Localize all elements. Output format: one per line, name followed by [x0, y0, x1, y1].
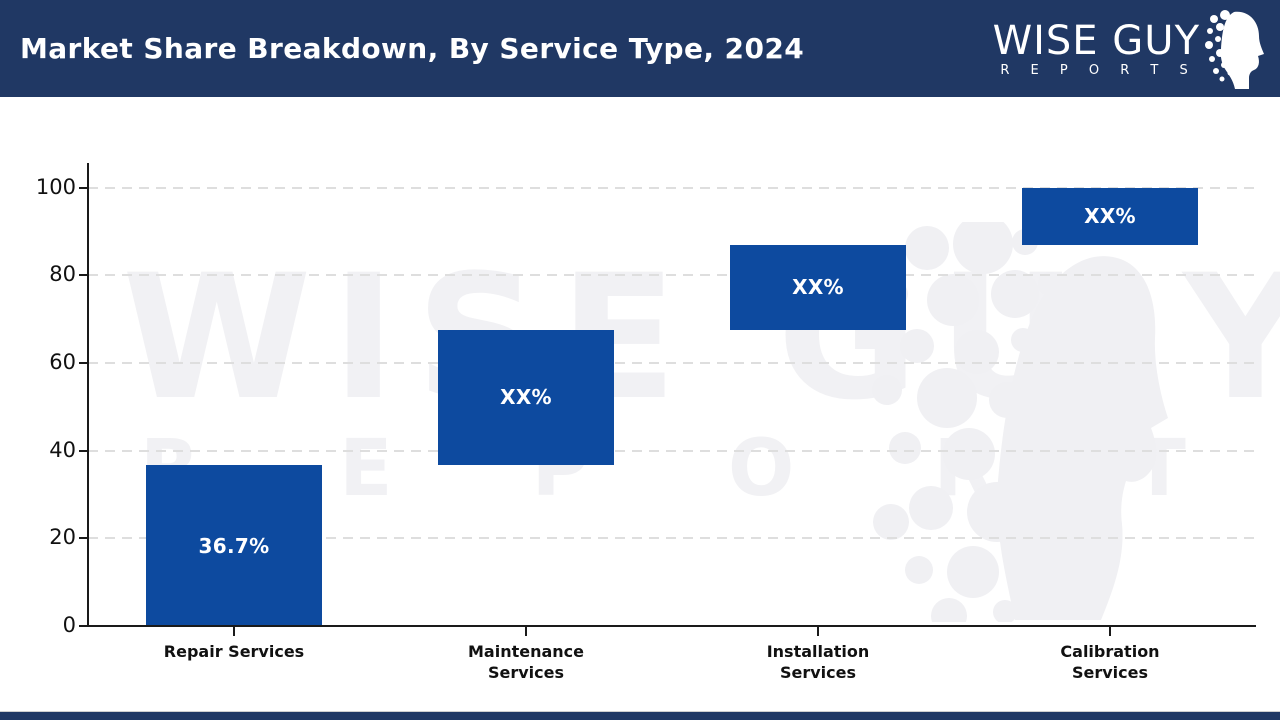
bar: XX% — [730, 244, 906, 330]
y-tick-label: 60 — [49, 349, 76, 374]
x-tick-mark — [525, 627, 527, 636]
y-tick-mark — [79, 537, 88, 540]
page-title: Market Share Breakdown, By Service Type,… — [20, 32, 805, 65]
watermark-head-icon — [872, 222, 1168, 622]
x-tick-mark — [817, 627, 819, 636]
y-tick-label: 80 — [49, 262, 76, 287]
y-tick-label: 20 — [49, 525, 76, 550]
y-tick-label: 40 — [49, 437, 76, 462]
y-tick-label: 100 — [35, 174, 76, 199]
x-tick-label: Installation Services — [766, 642, 870, 682]
y-tick-mark — [79, 625, 88, 627]
gridline — [88, 449, 1256, 452]
x-tick-mark — [1109, 627, 1111, 636]
brand-reports: R E P O R T S — [1000, 62, 1197, 78]
bar-label: 36.7% — [198, 533, 270, 558]
x-tick-label: Maintenance Services — [467, 642, 584, 682]
brand-head-icon — [1205, 9, 1264, 89]
y-axis — [87, 163, 89, 627]
gridline — [88, 186, 1256, 189]
x-tick-label: Repair Services — [163, 642, 305, 661]
footer-bar — [0, 711, 1280, 720]
y-tick-mark — [79, 361, 88, 364]
y-tick-mark — [79, 449, 88, 452]
brand-wordmark: WISE GUY R E P O R T S — [993, 21, 1200, 77]
bar-label: XX% — [792, 275, 844, 300]
x-axis — [87, 625, 1256, 627]
y-tick-mark — [79, 186, 88, 189]
bar: 36.7% — [146, 465, 322, 626]
y-tick-label: 0 — [62, 613, 76, 637]
bar: XX% — [438, 329, 614, 466]
bar: XX% — [1022, 187, 1198, 245]
gridline — [88, 274, 1256, 277]
header: Market Share Breakdown, By Service Type,… — [0, 0, 1280, 97]
x-tick-label: Calibration Services — [1060, 642, 1160, 682]
gridline — [88, 537, 1256, 540]
gridline — [88, 361, 1256, 364]
bar-label: XX% — [1084, 204, 1136, 228]
brand-logo: WISE GUY R E P O R T S — [993, 9, 1266, 89]
y-tick-mark — [79, 274, 88, 277]
x-tick-mark — [233, 627, 235, 636]
bar-label: XX% — [500, 385, 552, 410]
brand-name: WISE GUY — [992, 17, 1200, 64]
